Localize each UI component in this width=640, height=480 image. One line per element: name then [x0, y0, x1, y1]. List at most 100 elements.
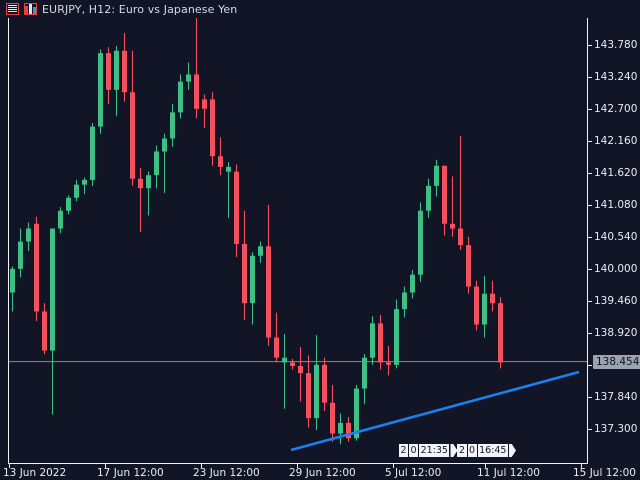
price-tick-label: 143.240 — [594, 71, 638, 83]
time-axis-label: 13 Jun 2022 — [3, 467, 67, 479]
price-tick-label: 137.300 — [594, 423, 638, 435]
candlestick — [338, 413, 343, 445]
crosshair-time-badge: 2 0 16:45 — [457, 444, 516, 457]
candlestick — [250, 252, 255, 325]
candle-body — [290, 362, 295, 366]
price-tick-mark — [588, 269, 592, 270]
candle-body — [218, 156, 223, 167]
market-watch-icon[interactable] — [6, 3, 19, 15]
price-tick-label: 142.160 — [594, 135, 638, 147]
time-axis-tick — [485, 464, 486, 468]
crosshair-badge-segment: 21:35 — [419, 444, 450, 457]
page-title: EURJPY, H12: Euro vs Japanese Yen — [42, 2, 238, 16]
plot-border-right — [587, 8, 588, 464]
candlestick — [458, 136, 463, 250]
candle-body — [162, 138, 167, 152]
price-tick-mark — [588, 205, 592, 206]
time-axis-label: 11 Jul 12:00 — [477, 467, 540, 479]
candle-body — [42, 311, 47, 351]
candlestick — [50, 228, 55, 415]
time-axis-tick — [581, 464, 582, 468]
crosshair-time-badge: 2 0 21:35 — [399, 444, 458, 457]
candle-body — [354, 388, 359, 439]
candle-body — [402, 292, 407, 310]
candlestick — [418, 202, 423, 282]
candle-body — [58, 210, 63, 229]
candle-body — [466, 245, 471, 287]
candle-body — [322, 364, 327, 403]
candlestick-plot-area[interactable] — [9, 8, 587, 463]
candlestick — [498, 297, 503, 369]
crosshair-badge-arrow-icon — [450, 444, 458, 457]
candlestick — [34, 216, 39, 321]
candle-body — [34, 223, 39, 312]
candlestick — [58, 207, 63, 234]
candlestick — [426, 178, 431, 218]
time-axis-label: 5 Jul 12:00 — [385, 467, 442, 479]
candle-body — [434, 165, 439, 186]
candlestick — [98, 49, 103, 134]
candlestick — [42, 303, 47, 355]
candle-body — [378, 323, 383, 363]
candle-body — [298, 366, 303, 374]
candlestick — [346, 416, 351, 442]
crosshair-badge-segment: 0 — [467, 444, 477, 457]
candle-body — [274, 337, 279, 358]
time-axis-tick — [105, 464, 106, 468]
candle-body — [250, 255, 255, 304]
time-axis-label: 23 Jun 12:00 — [193, 467, 260, 479]
price-tick-mark — [588, 173, 592, 174]
price-axis[interactable]: 144.320143.780143.240142.700142.160141.6… — [588, 0, 640, 480]
candlestick — [378, 315, 383, 370]
candle-body — [138, 178, 143, 189]
candlestick — [266, 204, 271, 346]
time-axis-tick — [297, 464, 298, 468]
time-axis-tick — [201, 464, 202, 468]
price-tick-mark — [588, 397, 592, 398]
candle-body — [234, 171, 239, 244]
price-tick-mark — [588, 109, 592, 110]
candlestick — [370, 316, 375, 365]
candle-body — [386, 362, 391, 365]
candlestick — [234, 164, 239, 257]
trendline[interactable] — [290, 370, 580, 452]
candlestick — [394, 299, 399, 369]
candlestick — [442, 165, 447, 236]
candle-body — [106, 53, 111, 90]
candlestick — [210, 92, 215, 166]
candle-body — [50, 228, 55, 351]
candle-body — [26, 228, 31, 242]
candlestick — [330, 384, 335, 442]
candle-body — [258, 246, 263, 256]
chart-icon[interactable] — [24, 3, 37, 15]
price-tick-label: 139.460 — [594, 295, 638, 307]
candlestick — [466, 236, 471, 294]
candle-body — [314, 364, 319, 419]
candle-body — [346, 422, 351, 439]
candle-body — [194, 74, 199, 109]
candlestick — [26, 222, 31, 252]
candle-body — [474, 286, 479, 325]
candle-body — [170, 112, 175, 139]
candlestick — [434, 159, 439, 197]
candle-body — [202, 99, 207, 109]
time-axis[interactable]: 13 Jun 2022 17 Jun 12:00 23 Jun 12:00 29 Ju… — [0, 464, 640, 480]
candle-body — [114, 50, 119, 90]
candle-body — [226, 166, 231, 172]
candlestick — [66, 195, 71, 215]
candlestick — [474, 280, 479, 331]
price-tick-label: 141.620 — [594, 167, 638, 179]
candlestick — [74, 179, 79, 202]
candle-body — [418, 210, 423, 275]
candlestick — [274, 312, 279, 363]
candle-body — [178, 81, 183, 113]
candle-body — [10, 268, 15, 293]
candle-body — [122, 50, 127, 93]
crosshair-badge-arrow-icon — [508, 444, 516, 457]
candle-body — [362, 357, 367, 389]
candle-body — [498, 303, 503, 363]
candlestick — [306, 355, 311, 428]
candle-body — [210, 99, 215, 157]
candle-body — [242, 243, 247, 304]
